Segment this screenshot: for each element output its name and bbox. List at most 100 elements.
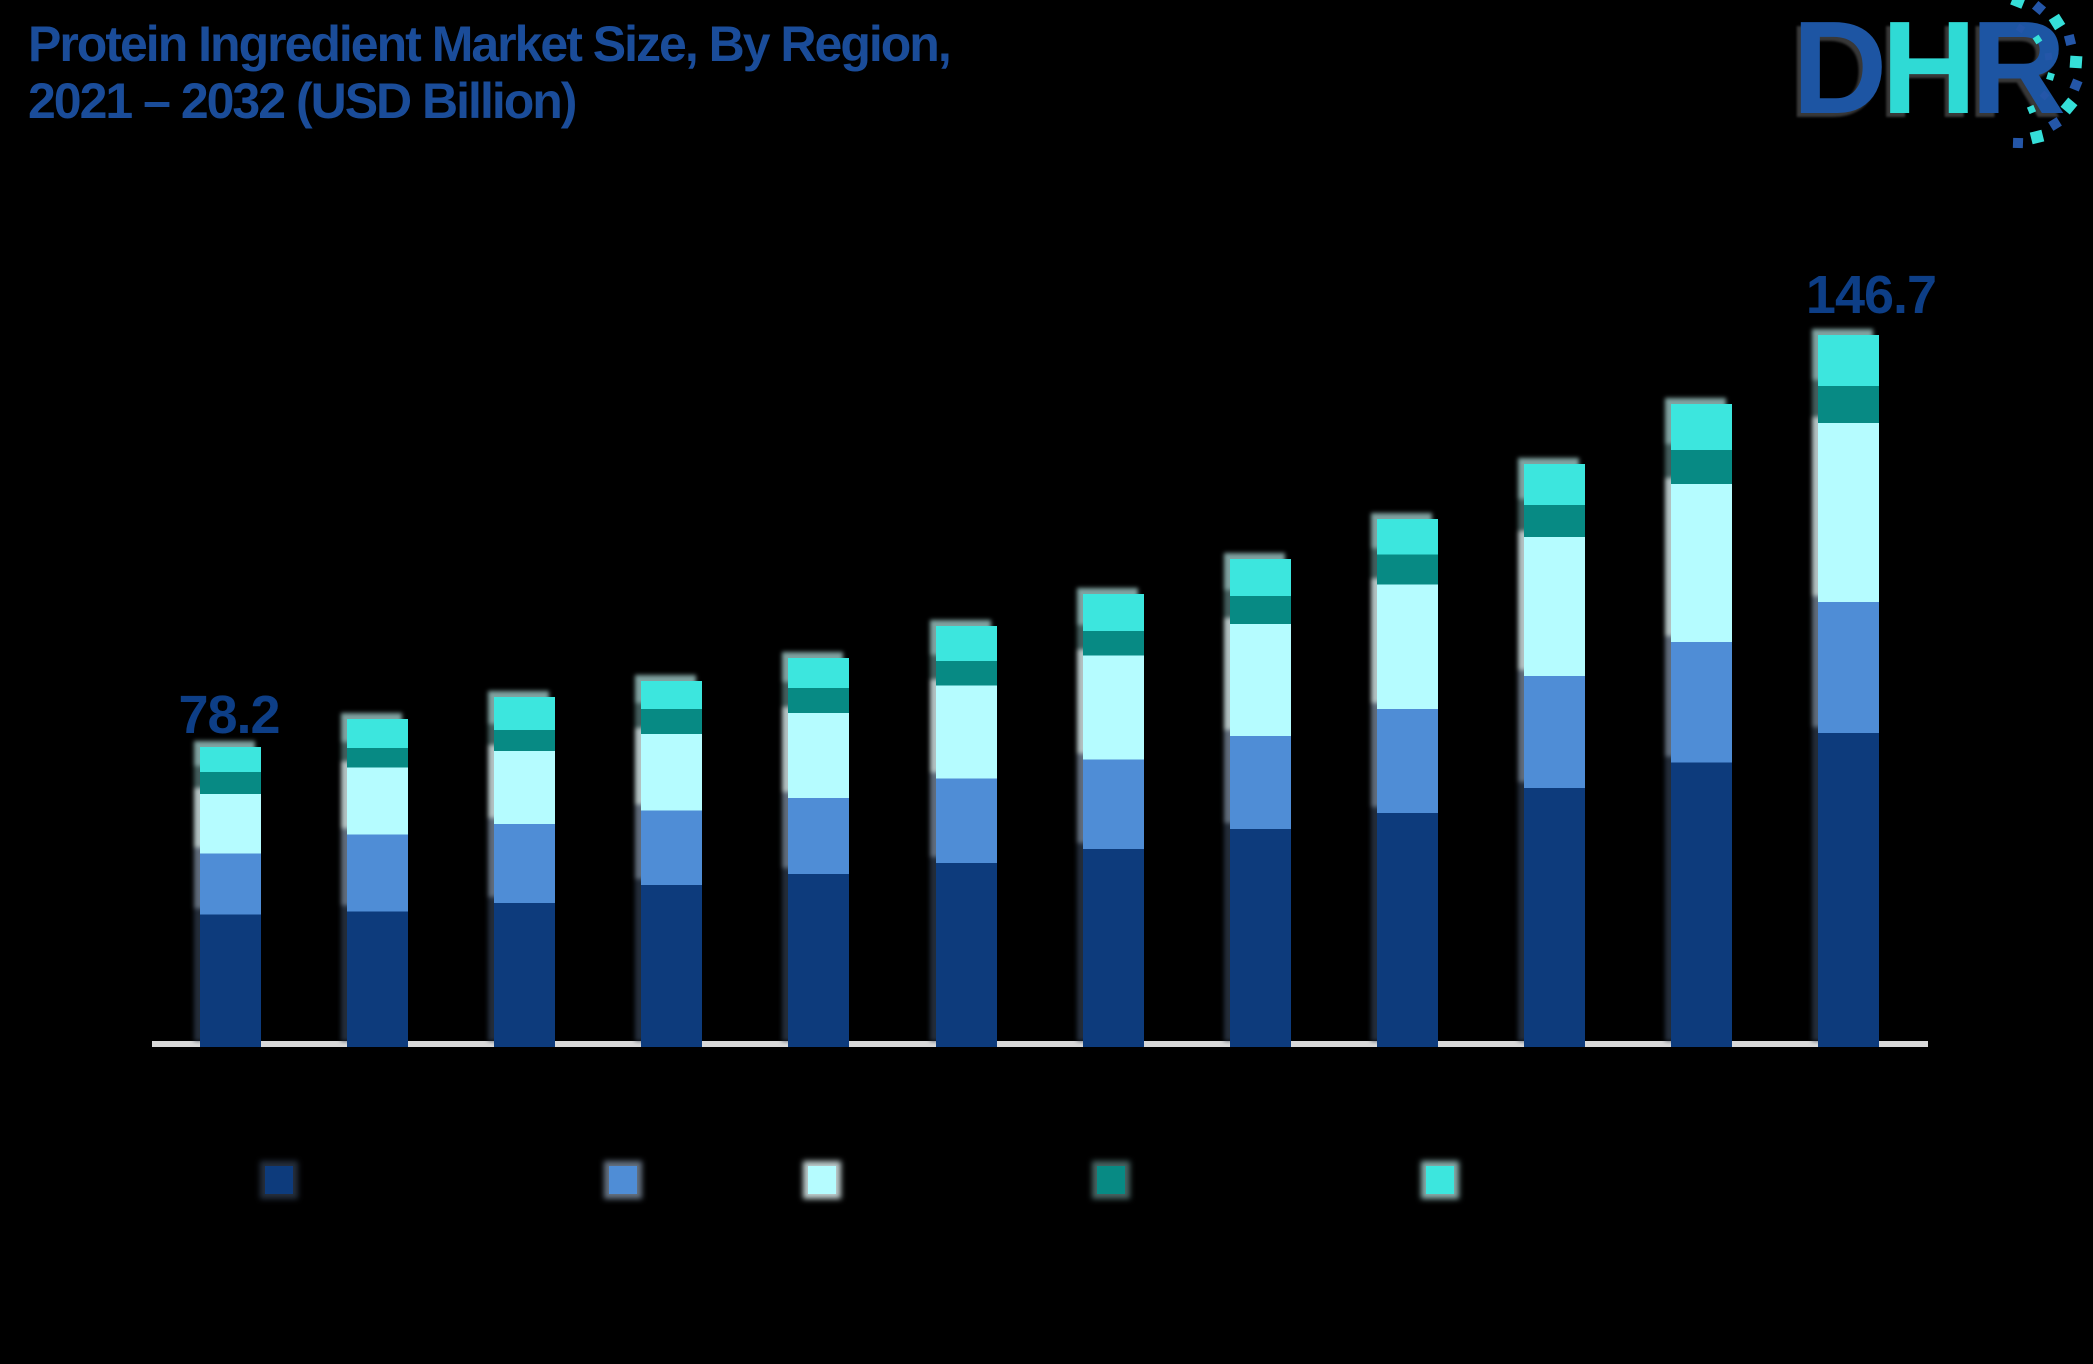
segment-navy-2028 [1230, 829, 1291, 1047]
segment-dark-teal-2029 [1377, 554, 1438, 584]
logo-letter-r: R [1970, 0, 2066, 141]
bar-2029 [1371, 513, 1438, 1047]
segment-medium-blue-2024 [641, 811, 702, 885]
segment-dark-teal-2021 [200, 772, 261, 794]
legend-swatch-medium-blue [609, 1166, 637, 1194]
legend-item-navy [260, 1161, 298, 1199]
segment-turquoise-2030 [1524, 464, 1585, 505]
segment-medium-blue-2025 [788, 798, 849, 874]
segment-medium-blue-2030 [1524, 676, 1585, 788]
segment-pale-cyan-2024 [641, 734, 702, 811]
segment-turquoise-2021 [200, 747, 261, 772]
bar-fill-2027 [1083, 594, 1144, 1047]
segment-pale-cyan-2027 [1083, 656, 1144, 760]
logo-letter-d: D [1792, 0, 1887, 141]
logo-letter-h: H [1881, 0, 1976, 141]
segment-navy-2029 [1377, 813, 1438, 1047]
segment-medium-blue-2022 [347, 835, 408, 912]
segment-turquoise-2024 [641, 681, 702, 709]
bar-fill-2030 [1524, 464, 1585, 1047]
logo-dot [2069, 55, 2083, 69]
segment-pale-cyan-2032 [1818, 423, 1879, 602]
bar-2026 [930, 620, 997, 1047]
segment-pale-cyan-2021 [200, 794, 261, 854]
segment-pale-cyan-2026 [936, 686, 997, 779]
bar-fill-2023 [494, 697, 555, 1047]
segment-turquoise-2023 [494, 697, 555, 730]
segment-medium-blue-2026 [936, 779, 997, 863]
segment-navy-2026 [936, 863, 997, 1047]
segment-dark-teal-2026 [936, 661, 997, 686]
legend-swatch-turquoise [1426, 1166, 1454, 1194]
dhr-logo-text: DHR [1792, 2, 2092, 134]
segment-turquoise-2026 [936, 626, 997, 661]
bar-fill-2025 [788, 658, 849, 1047]
bar-2027 [1077, 588, 1144, 1047]
bar-2023 [488, 691, 555, 1047]
bar-2021 [194, 741, 261, 1047]
bar-2031 [1665, 398, 1732, 1047]
segment-turquoise-2031 [1671, 404, 1732, 450]
segment-navy-2025 [788, 874, 849, 1047]
chart-title-line1: Protein Ingredient Market Size, By Regio… [28, 16, 952, 72]
segment-navy-2031 [1671, 763, 1732, 1047]
chart-title: Protein Ingredient Market Size, By Regio… [28, 16, 952, 130]
bar-value-label-2032: 146.7 [1805, 265, 1937, 325]
legend-swatch-pale-cyan [808, 1166, 836, 1194]
segment-navy-2024 [641, 885, 702, 1047]
logo-dot [2044, 52, 2053, 61]
segment-navy-2032 [1818, 733, 1879, 1047]
segment-dark-teal-2030 [1524, 505, 1585, 537]
segment-medium-blue-2027 [1083, 760, 1144, 849]
segment-medium-blue-2023 [494, 824, 555, 903]
segment-turquoise-2027 [1083, 594, 1144, 631]
segment-pale-cyan-2025 [788, 713, 849, 798]
segment-pale-cyan-2030 [1524, 537, 1585, 676]
segment-navy-2030 [1524, 788, 1585, 1047]
segment-dark-teal-2025 [788, 688, 849, 713]
segment-dark-teal-2027 [1083, 631, 1144, 656]
chart-title-line2: 2021 – 2032 (USD Billion) [28, 73, 577, 129]
segment-dark-teal-2028 [1230, 596, 1291, 624]
segment-medium-blue-2032 [1818, 602, 1879, 733]
segment-navy-2022 [347, 911, 408, 1046]
bar-fill-2031 [1671, 404, 1732, 1047]
segment-dark-teal-2031 [1671, 450, 1732, 484]
bar-fill-2022 [347, 719, 408, 1047]
bar-2025 [782, 652, 849, 1047]
segment-turquoise-2022 [347, 719, 408, 748]
segment-medium-blue-2029 [1377, 709, 1438, 813]
segment-medium-blue-2028 [1230, 736, 1291, 829]
segment-dark-teal-2024 [641, 709, 702, 734]
logo-dot [2029, 129, 2044, 144]
segment-dark-teal-2023 [494, 730, 555, 751]
bar-fill-2026 [936, 626, 997, 1047]
legend-swatch-dark-teal [1097, 1166, 1125, 1194]
bar-2032 [1812, 329, 1879, 1047]
segment-navy-2021 [200, 915, 261, 1047]
segment-pale-cyan-2029 [1377, 584, 1438, 709]
segment-turquoise-2029 [1377, 519, 1438, 554]
segment-dark-teal-2022 [347, 748, 408, 768]
segment-navy-2023 [494, 903, 555, 1047]
legend-swatch-navy [265, 1166, 293, 1194]
bar-fill-2029 [1377, 519, 1438, 1047]
bar-2024 [635, 675, 702, 1047]
segment-pale-cyan-2022 [347, 768, 408, 835]
legend-item-dark-teal [1092, 1161, 1130, 1199]
segment-pale-cyan-2028 [1230, 624, 1291, 736]
segment-turquoise-2028 [1230, 559, 1291, 596]
segment-dark-teal-2032 [1818, 386, 1879, 423]
logo-dot [2012, 137, 2023, 149]
legend-item-pale-cyan [803, 1161, 841, 1199]
segment-turquoise-2025 [788, 658, 849, 688]
bar-fill-2024 [641, 681, 702, 1047]
x-axis-line [152, 1041, 1928, 1047]
bar-fill-2028 [1230, 559, 1291, 1047]
segment-medium-blue-2021 [200, 854, 261, 915]
segment-pale-cyan-2031 [1671, 484, 1732, 642]
bar-fill-2021 [200, 747, 261, 1047]
bar-fill-2032 [1818, 335, 1879, 1047]
legend-item-medium-blue [604, 1161, 642, 1199]
